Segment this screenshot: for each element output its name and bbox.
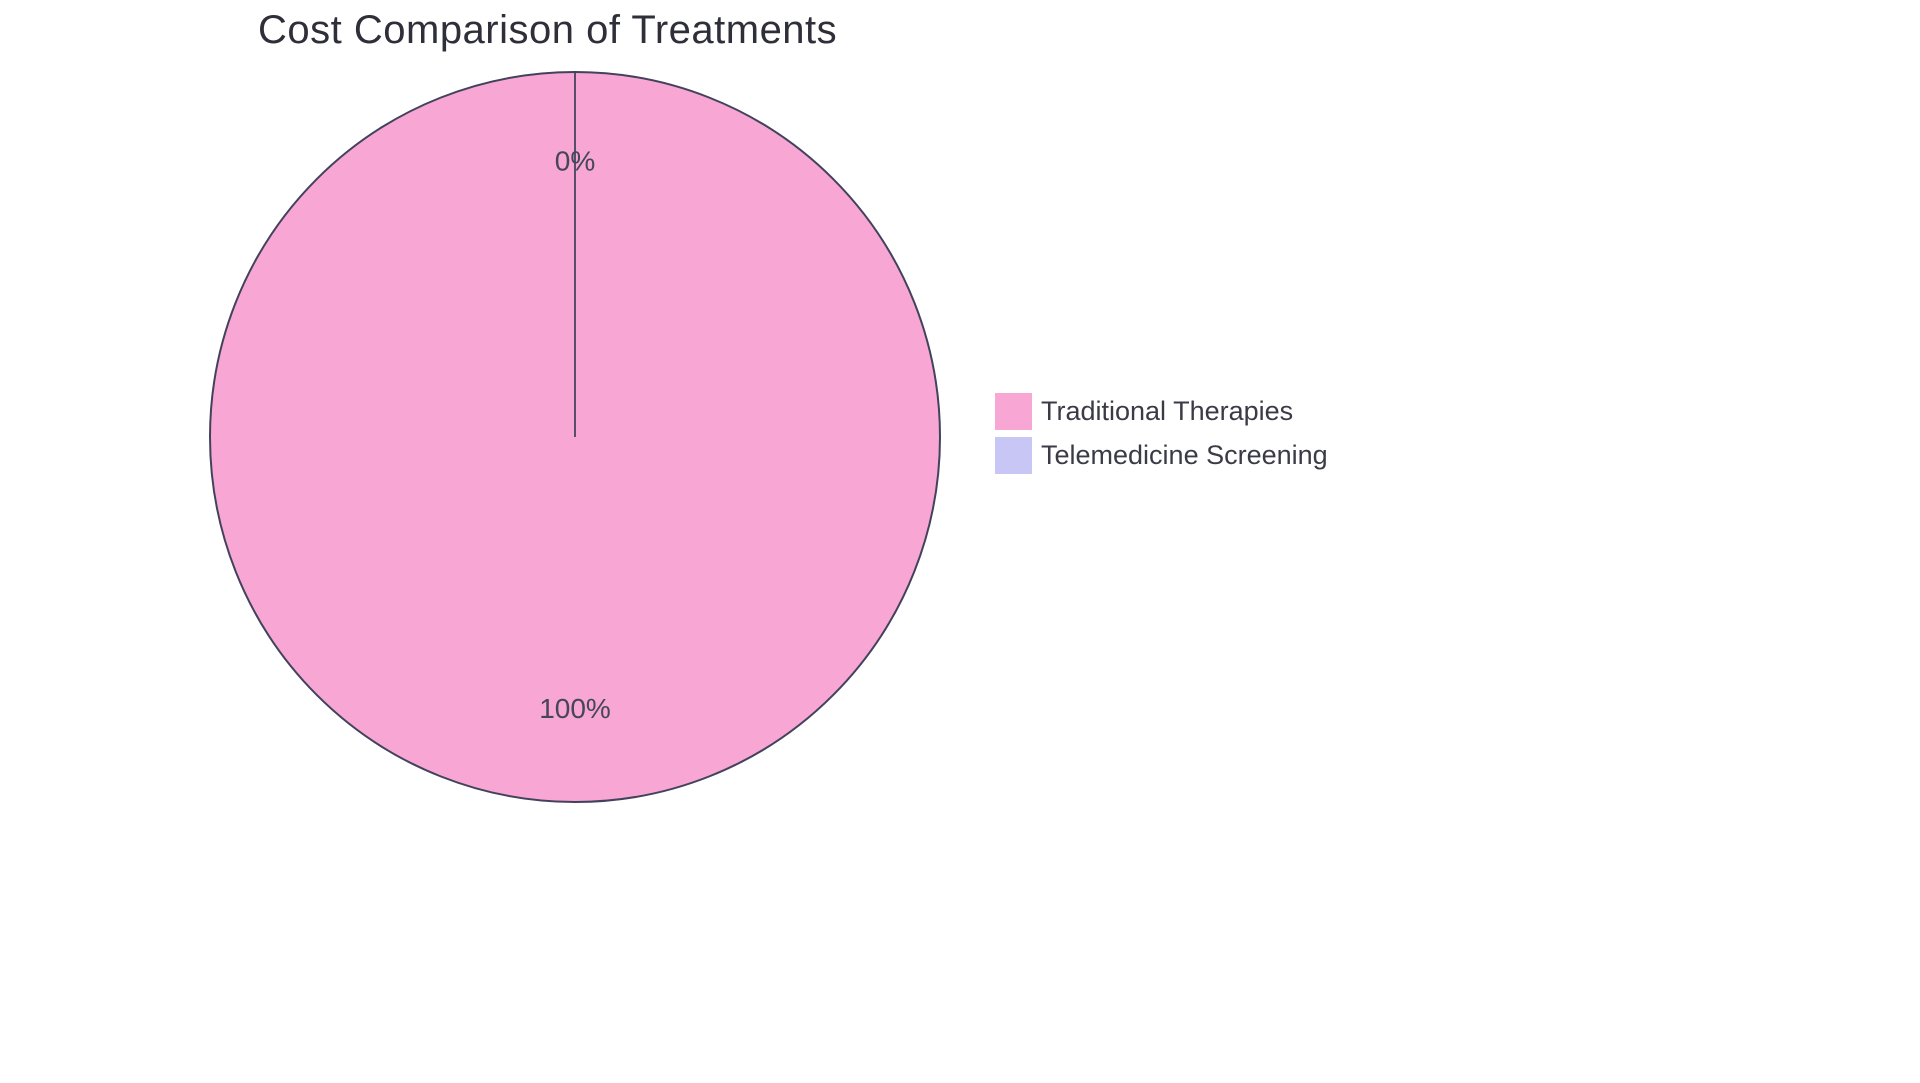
legend-swatch (995, 393, 1032, 430)
chart-title: Cost Comparison of Treatments (258, 8, 838, 52)
legend-item: Telemedicine Screening (995, 437, 1328, 474)
legend: Traditional Therapies Telemedicine Screen… (995, 393, 1328, 481)
legend-item: Traditional Therapies (995, 393, 1328, 430)
legend-label: Telemedicine Screening (1041, 440, 1328, 470)
slice-percent-label: 100% (539, 693, 611, 724)
legend-label: Traditional Therapies (1041, 396, 1294, 426)
legend-swatch (995, 437, 1032, 474)
slice-percent-label: 0% (555, 146, 595, 177)
